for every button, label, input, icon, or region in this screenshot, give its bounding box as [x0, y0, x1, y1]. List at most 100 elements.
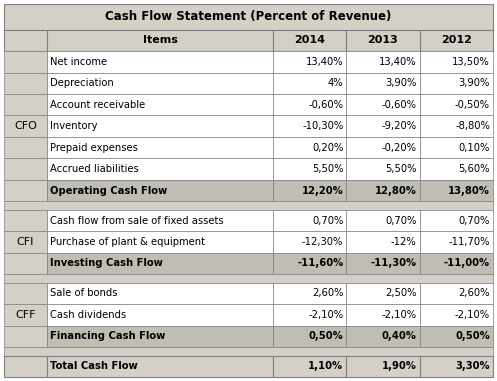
Bar	[346, 51, 419, 73]
Text: CFF: CFF	[15, 310, 36, 320]
Bar	[4, 158, 47, 180]
Text: 13,40%: 13,40%	[306, 57, 343, 67]
Text: 0,10%: 0,10%	[459, 142, 490, 153]
Bar	[346, 210, 419, 231]
Text: 2,50%: 2,50%	[385, 288, 416, 298]
Bar	[47, 253, 273, 274]
Text: Sale of bonds: Sale of bonds	[50, 288, 117, 298]
Text: -2,10%: -2,10%	[455, 310, 490, 320]
Text: 0,20%: 0,20%	[312, 142, 343, 153]
Bar	[47, 137, 273, 158]
Bar	[419, 210, 493, 231]
Text: 12,20%: 12,20%	[302, 186, 343, 195]
Text: 2012: 2012	[441, 35, 472, 45]
Bar	[346, 94, 419, 115]
Bar	[47, 94, 273, 115]
Text: Cash dividends: Cash dividends	[50, 310, 126, 320]
Bar	[47, 51, 273, 73]
Text: 2,60%: 2,60%	[312, 288, 343, 298]
Bar	[419, 94, 493, 115]
Text: Depreciation: Depreciation	[50, 78, 114, 88]
Bar	[419, 51, 493, 73]
Text: 5,60%: 5,60%	[459, 164, 490, 174]
Text: -11,00%: -11,00%	[444, 258, 490, 268]
Bar	[47, 355, 273, 377]
Text: 5,50%: 5,50%	[312, 164, 343, 174]
Bar	[346, 355, 419, 377]
Bar	[346, 231, 419, 253]
Bar	[419, 115, 493, 137]
Text: -10,30%: -10,30%	[302, 121, 343, 131]
Text: 0,40%: 0,40%	[382, 331, 416, 341]
Bar	[273, 325, 346, 347]
Bar	[419, 180, 493, 201]
Text: 13,50%: 13,50%	[452, 57, 490, 67]
Text: -8,80%: -8,80%	[455, 121, 490, 131]
Text: 5,50%: 5,50%	[385, 164, 416, 174]
Text: 0,50%: 0,50%	[455, 331, 490, 341]
Bar	[419, 73, 493, 94]
Text: 3,30%: 3,30%	[455, 361, 490, 371]
Bar	[47, 73, 273, 94]
Text: -0,50%: -0,50%	[455, 100, 490, 110]
Bar	[4, 180, 47, 201]
Text: CFI: CFI	[17, 237, 34, 247]
Text: Cash Flow Statement (Percent of Revenue): Cash Flow Statement (Percent of Revenue)	[105, 10, 392, 23]
Bar	[346, 158, 419, 180]
Bar	[273, 355, 346, 377]
Text: 13,80%: 13,80%	[448, 186, 490, 195]
Bar	[4, 30, 47, 51]
Text: 0,70%: 0,70%	[459, 216, 490, 226]
Bar	[4, 137, 47, 158]
Bar	[346, 304, 419, 325]
Text: 2014: 2014	[294, 35, 325, 45]
Bar	[273, 180, 346, 201]
Text: 0,50%: 0,50%	[309, 331, 343, 341]
Bar	[47, 325, 273, 347]
Bar	[4, 94, 47, 115]
Bar	[4, 355, 47, 377]
Bar	[273, 115, 346, 137]
Text: Cash flow from sale of fixed assets: Cash flow from sale of fixed assets	[50, 216, 224, 226]
Text: Prepaid expenses: Prepaid expenses	[50, 142, 138, 153]
Bar	[346, 30, 419, 51]
Bar	[47, 30, 273, 51]
Bar	[419, 304, 493, 325]
Bar	[47, 283, 273, 304]
Text: -2,10%: -2,10%	[308, 310, 343, 320]
Bar	[419, 325, 493, 347]
Bar	[273, 158, 346, 180]
Bar	[419, 283, 493, 304]
Bar	[4, 210, 47, 231]
Text: Investing Cash Flow: Investing Cash Flow	[50, 258, 163, 268]
Bar	[419, 355, 493, 377]
Text: -12,30%: -12,30%	[302, 237, 343, 247]
Text: 13,40%: 13,40%	[379, 57, 416, 67]
Bar	[273, 73, 346, 94]
Text: 2013: 2013	[368, 35, 399, 45]
Bar	[273, 210, 346, 231]
Text: Purchase of plant & equipment: Purchase of plant & equipment	[50, 237, 205, 247]
Bar	[346, 180, 419, 201]
Bar	[4, 304, 47, 325]
Bar	[47, 210, 273, 231]
Text: -11,30%: -11,30%	[371, 258, 416, 268]
Bar	[346, 325, 419, 347]
Text: 12,80%: 12,80%	[375, 186, 416, 195]
Bar	[419, 158, 493, 180]
Text: 2,60%: 2,60%	[459, 288, 490, 298]
Bar	[273, 283, 346, 304]
Bar	[4, 253, 47, 274]
Bar	[4, 51, 47, 73]
Bar	[346, 253, 419, 274]
Text: 3,90%: 3,90%	[459, 78, 490, 88]
Bar	[273, 30, 346, 51]
Text: -0,60%: -0,60%	[382, 100, 416, 110]
Text: 0,70%: 0,70%	[385, 216, 416, 226]
Text: Net income: Net income	[50, 57, 107, 67]
Bar	[419, 253, 493, 274]
Bar	[4, 283, 47, 304]
Bar	[346, 283, 419, 304]
Bar	[4, 73, 47, 94]
Text: Accrued liabilities: Accrued liabilities	[50, 164, 139, 174]
